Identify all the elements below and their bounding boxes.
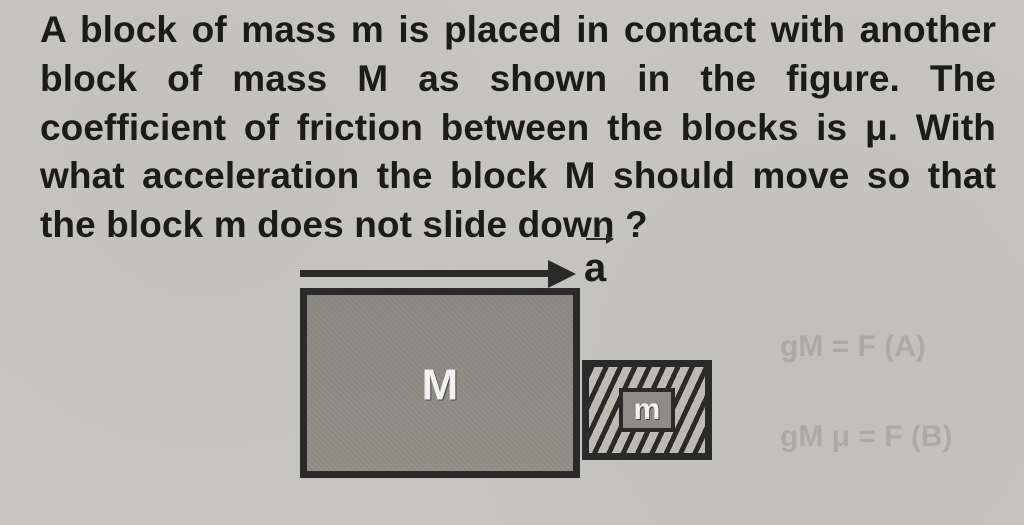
block-small-m-inner: m [619, 388, 675, 432]
scan-ghost-text-2: gM μ = F (B) [780, 420, 953, 454]
physics-diagram: a M m gM = F (A) gM μ = F (B) [0, 250, 1024, 510]
accel-label: a [584, 246, 606, 291]
accel-vector-hat [586, 238, 608, 240]
question-text: A block of mass m is placed in contact w… [0, 0, 1024, 250]
accel-arrow-head [548, 260, 576, 288]
block-large-m: M [300, 288, 580, 478]
block-large-m-label: M [422, 361, 459, 411]
block-small-m: m [582, 360, 712, 460]
scan-ghost-text-1: gM = F (A) [780, 330, 926, 364]
accel-arrow-shaft [300, 270, 550, 277]
block-small-m-label: m [634, 393, 661, 427]
